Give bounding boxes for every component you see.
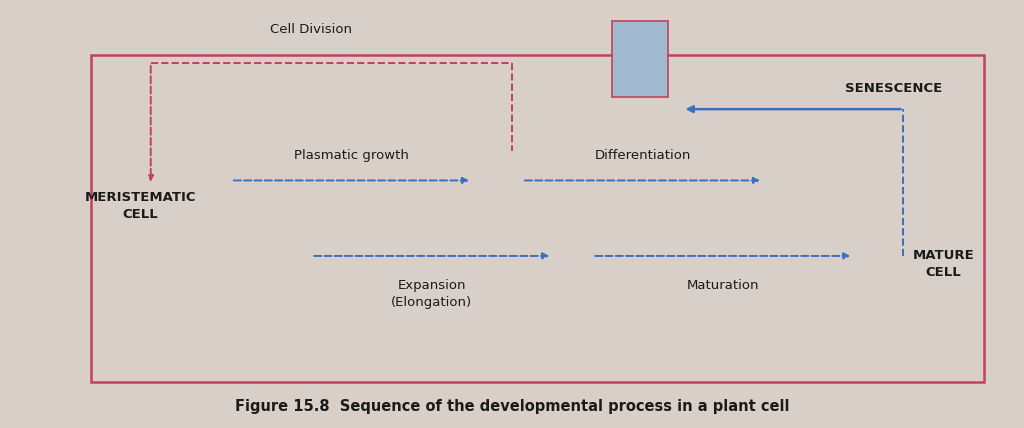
Text: MATURE
CELL: MATURE CELL — [912, 250, 975, 279]
Bar — [90, 55, 984, 382]
Bar — [612, 21, 668, 97]
Text: Expansion
(Elongation): Expansion (Elongation) — [391, 279, 472, 309]
Text: Differentiation: Differentiation — [594, 149, 690, 162]
Text: SENESCENCE: SENESCENCE — [845, 82, 942, 95]
Text: MERISTEMATIC
CELL: MERISTEMATIC CELL — [85, 190, 197, 220]
Text: Maturation: Maturation — [686, 279, 759, 292]
Text: Plasmatic growth: Plasmatic growth — [294, 149, 409, 162]
Text: Cell Division: Cell Division — [270, 23, 352, 36]
Text: Death: Death — [621, 23, 665, 36]
Text: Figure 15.8  Sequence of the developmental process in a plant cell: Figure 15.8 Sequence of the developmenta… — [234, 399, 790, 414]
